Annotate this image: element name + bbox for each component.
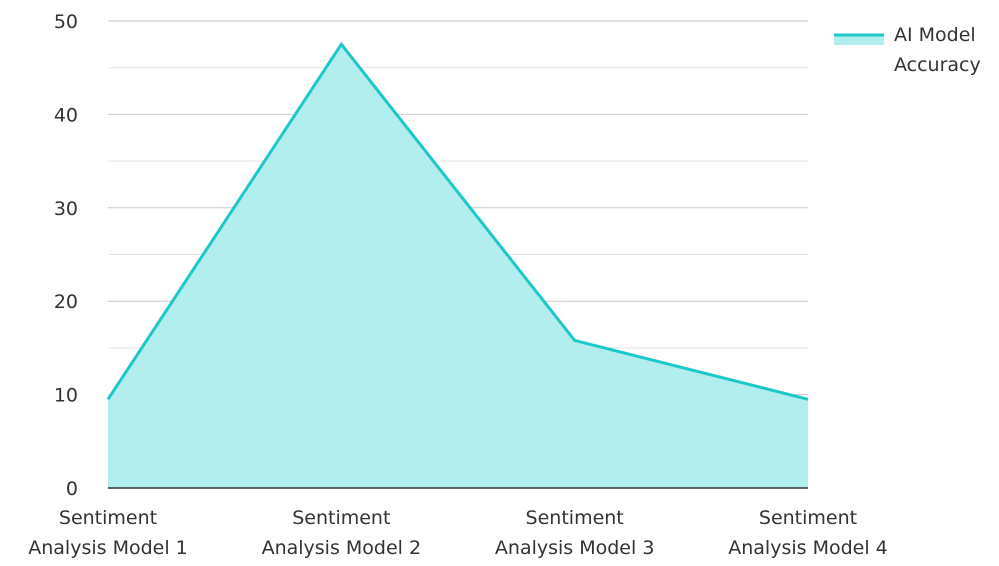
x-tick-label-line: Analysis Model 4 xyxy=(728,537,888,559)
x-tick-label-line: Analysis Model 2 xyxy=(262,537,422,559)
legend: AI Model Accuracy xyxy=(834,24,981,76)
x-tick-label: Sentiment Analysis Model 3 xyxy=(495,507,655,559)
y-tick-label: 40 xyxy=(54,104,78,126)
legend-label: AI Model Accuracy xyxy=(894,24,981,76)
y-tick-label: 30 xyxy=(54,198,78,220)
legend-label-line: Accuracy xyxy=(894,54,981,76)
x-tick-label-line: Sentiment xyxy=(526,507,624,529)
x-tick-label-line: Sentiment xyxy=(292,507,390,529)
series-line xyxy=(106,41,809,401)
legend-swatch-fill xyxy=(834,35,884,45)
legend-label-line: AI Model xyxy=(894,24,976,46)
y-tick-label: 20 xyxy=(54,291,78,313)
y-tick-label: 50 xyxy=(54,11,78,33)
x-tick-label-line: Sentiment xyxy=(759,507,857,529)
x-tick-label-line: Sentiment xyxy=(59,507,157,529)
x-tick-label: Sentiment Analysis Model 2 xyxy=(262,507,422,559)
x-tick-label: Sentiment Analysis Model 4 xyxy=(728,507,888,559)
x-axis-tick-labels: Sentiment Analysis Model 1 Sentiment Analys… xyxy=(28,507,888,559)
y-tick-label: 0 xyxy=(66,478,78,500)
area-series xyxy=(106,41,809,488)
x-tick-label: Sentiment Analysis Model 1 xyxy=(28,507,188,559)
x-tick-label-line: Analysis Model 1 xyxy=(28,537,188,559)
x-tick-label-line: Analysis Model 3 xyxy=(495,537,655,559)
area-fill xyxy=(108,44,808,488)
y-tick-label: 10 xyxy=(54,385,78,407)
y-axis-tick-labels: 0 10 20 30 40 50 xyxy=(54,11,78,500)
